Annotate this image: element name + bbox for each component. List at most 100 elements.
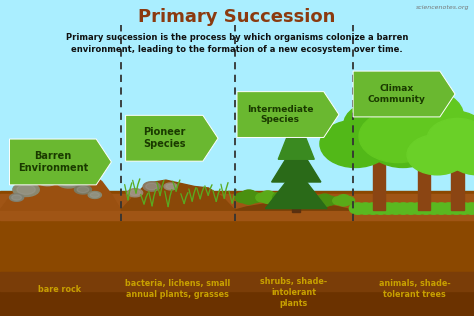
Circle shape: [359, 110, 437, 162]
Circle shape: [337, 198, 350, 206]
Circle shape: [365, 203, 382, 214]
Circle shape: [411, 110, 474, 162]
Circle shape: [372, 203, 389, 214]
Circle shape: [295, 197, 307, 205]
Circle shape: [387, 203, 404, 214]
Polygon shape: [451, 163, 464, 210]
Text: shrubs, shade-
intolerant
plants: shrubs, shade- intolerant plants: [260, 277, 328, 308]
Polygon shape: [418, 147, 430, 210]
Circle shape: [235, 192, 251, 203]
Polygon shape: [353, 71, 455, 117]
Bar: [0, 272, 474, 291]
Circle shape: [279, 190, 295, 200]
Text: animals, shade-
tolerant trees: animals, shade- tolerant trees: [379, 279, 451, 299]
Polygon shape: [77, 186, 89, 193]
Circle shape: [266, 193, 280, 202]
Circle shape: [349, 203, 366, 214]
Polygon shape: [128, 189, 143, 197]
Polygon shape: [166, 184, 175, 189]
Polygon shape: [61, 177, 77, 186]
Circle shape: [320, 120, 391, 167]
Circle shape: [241, 194, 256, 204]
Polygon shape: [146, 183, 158, 190]
Text: Primary Succession: Primary Succession: [138, 8, 336, 26]
Circle shape: [410, 203, 427, 214]
Bar: [0, 194, 474, 220]
Text: Intermediate
Species: Intermediate Species: [247, 105, 314, 125]
Circle shape: [418, 203, 435, 214]
Circle shape: [313, 196, 326, 205]
Polygon shape: [17, 185, 36, 194]
Circle shape: [395, 203, 412, 214]
Polygon shape: [74, 185, 91, 194]
Circle shape: [385, 89, 464, 142]
Circle shape: [300, 198, 312, 206]
Text: Climax
Community: Climax Community: [367, 84, 426, 104]
Polygon shape: [292, 196, 300, 212]
Circle shape: [427, 129, 474, 169]
Polygon shape: [37, 174, 58, 186]
Circle shape: [367, 120, 438, 167]
Circle shape: [337, 195, 350, 203]
Polygon shape: [126, 115, 218, 161]
Circle shape: [261, 194, 274, 204]
Circle shape: [407, 135, 467, 175]
Circle shape: [447, 135, 474, 175]
Bar: [0, 291, 474, 316]
Polygon shape: [88, 191, 101, 198]
Circle shape: [463, 203, 474, 214]
Polygon shape: [12, 195, 22, 200]
Polygon shape: [235, 202, 353, 210]
Bar: [353, 205, 474, 210]
Circle shape: [273, 192, 289, 203]
Polygon shape: [143, 182, 160, 191]
Text: bacteria, lichens, small
annual plants, grasses: bacteria, lichens, small annual plants, …: [125, 279, 230, 299]
Circle shape: [427, 118, 474, 159]
Polygon shape: [278, 114, 314, 159]
Circle shape: [380, 203, 397, 214]
Circle shape: [333, 197, 345, 205]
Bar: [0, 191, 474, 316]
Polygon shape: [0, 156, 121, 210]
Polygon shape: [40, 176, 55, 184]
Circle shape: [285, 192, 301, 203]
Text: Pioneer
Species: Pioneer Species: [143, 127, 185, 149]
Text: Barren
Environment: Barren Environment: [18, 151, 88, 173]
Circle shape: [402, 203, 419, 214]
Circle shape: [344, 101, 415, 149]
Polygon shape: [237, 92, 339, 137]
Polygon shape: [272, 142, 321, 182]
Circle shape: [344, 114, 415, 161]
Polygon shape: [90, 192, 100, 198]
Polygon shape: [9, 139, 111, 185]
Circle shape: [323, 196, 337, 205]
Polygon shape: [9, 194, 24, 201]
Circle shape: [456, 203, 473, 214]
Polygon shape: [130, 190, 140, 196]
Polygon shape: [164, 183, 177, 190]
Text: bare rock: bare rock: [38, 285, 81, 294]
Circle shape: [342, 197, 355, 205]
Circle shape: [318, 194, 331, 203]
Circle shape: [448, 203, 465, 214]
Circle shape: [261, 191, 274, 200]
Circle shape: [300, 195, 312, 203]
Text: sciencenotes.org: sciencenotes.org: [416, 5, 469, 10]
Polygon shape: [57, 175, 81, 188]
Circle shape: [304, 197, 317, 205]
Circle shape: [425, 203, 442, 214]
Circle shape: [256, 193, 269, 202]
Circle shape: [385, 103, 464, 156]
Circle shape: [247, 192, 263, 203]
Circle shape: [357, 203, 374, 214]
Polygon shape: [373, 153, 385, 210]
Circle shape: [241, 190, 256, 200]
Circle shape: [279, 194, 295, 204]
Circle shape: [433, 203, 450, 214]
Polygon shape: [265, 169, 327, 209]
Circle shape: [318, 198, 331, 207]
Text: Primary succession is the process by which organisms colonize a barren
environme: Primary succession is the process by whi…: [66, 33, 408, 54]
Polygon shape: [121, 180, 235, 210]
Polygon shape: [13, 183, 39, 197]
Circle shape: [440, 203, 457, 214]
